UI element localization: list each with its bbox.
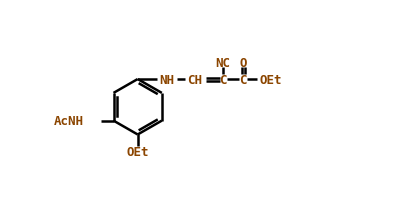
Text: NH: NH [160, 73, 175, 86]
Text: O: O [239, 56, 247, 69]
Text: OEt: OEt [127, 145, 149, 158]
Text: CH: CH [188, 73, 203, 86]
Text: AcNH: AcNH [54, 115, 84, 128]
Text: C: C [239, 73, 247, 86]
Text: C: C [219, 73, 227, 86]
Text: NC: NC [215, 56, 230, 69]
Text: OEt: OEt [260, 73, 282, 86]
